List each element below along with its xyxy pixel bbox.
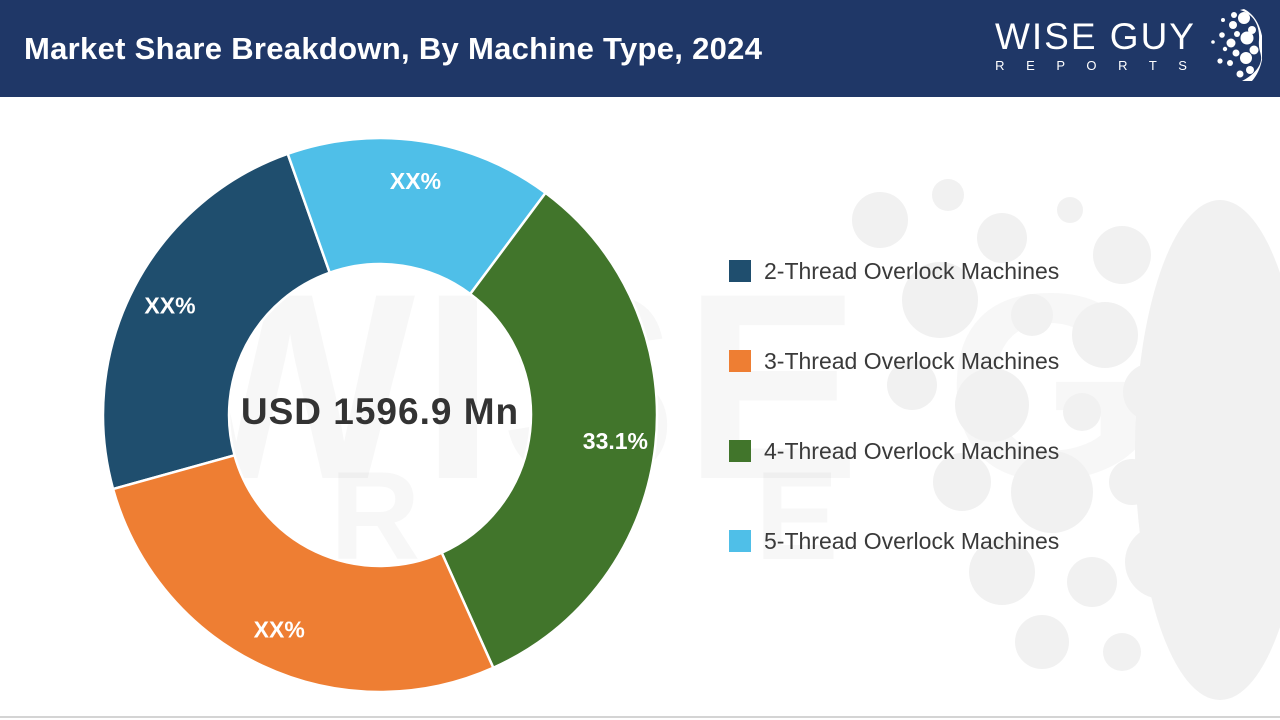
page-title: Market Share Breakdown, By Machine Type,… [24,30,763,66]
legend-label: 5-Thread Overlock Machines [764,527,1060,554]
donut-slice-label: XX% [390,168,441,194]
donut-segment-3-thread-overlock-machines [111,453,495,694]
legend-label: 2-Thread Overlock Machines [764,257,1060,284]
legend-swatch-3-thread [729,350,751,372]
chart-center-value: USD 1596.9 Mn [240,391,520,432]
legend-swatch-5-thread [729,530,751,552]
donut-slice-label: 33.1% [583,428,648,454]
logo-wordmark: WISE GUY [994,15,1196,57]
legend-label: 3-Thread Overlock Machines [764,347,1060,374]
watermark-text-wiseguy: WISE GU [165,235,1280,540]
wiseguy-logo: WISE GUY R E P O R T S [995,8,1262,82]
logo-subtitle: R E P O R T S [995,58,1196,74]
header-bar: Market Share Breakdown, By Machine Type,… [0,0,1280,97]
donut-segment-2-thread-overlock-machines [101,152,332,491]
watermark-head-dots [852,179,1280,700]
bottom-divider [0,716,1280,718]
legend-item-4-thread: 4-Thread Overlock Machines [729,437,1060,464]
legend-item-2-thread: 2-Thread Overlock Machines [729,257,1060,284]
donut-segment-4-thread-overlock-machines [440,191,659,670]
donut-slice-label: XX% [144,293,195,319]
legend-item-5-thread: 5-Thread Overlock Machines [729,527,1060,554]
legend-swatch-2-thread [729,260,751,282]
chart-legend: 2-Thread Overlock Machines 3-Thread Over… [729,257,1060,554]
donut-chart: XX% XX% 33.1% XX% [101,136,659,694]
donut-segment-5-thread-overlock-machines [286,136,548,296]
legend-swatch-4-thread [729,440,751,462]
legend-label: 4-Thread Overlock Machines [764,437,1060,464]
donut-slice-label: XX% [254,616,305,642]
wiseguy-head-icon [1211,9,1262,81]
legend-item-3-thread: 3-Thread Overlock Machines [729,347,1060,374]
